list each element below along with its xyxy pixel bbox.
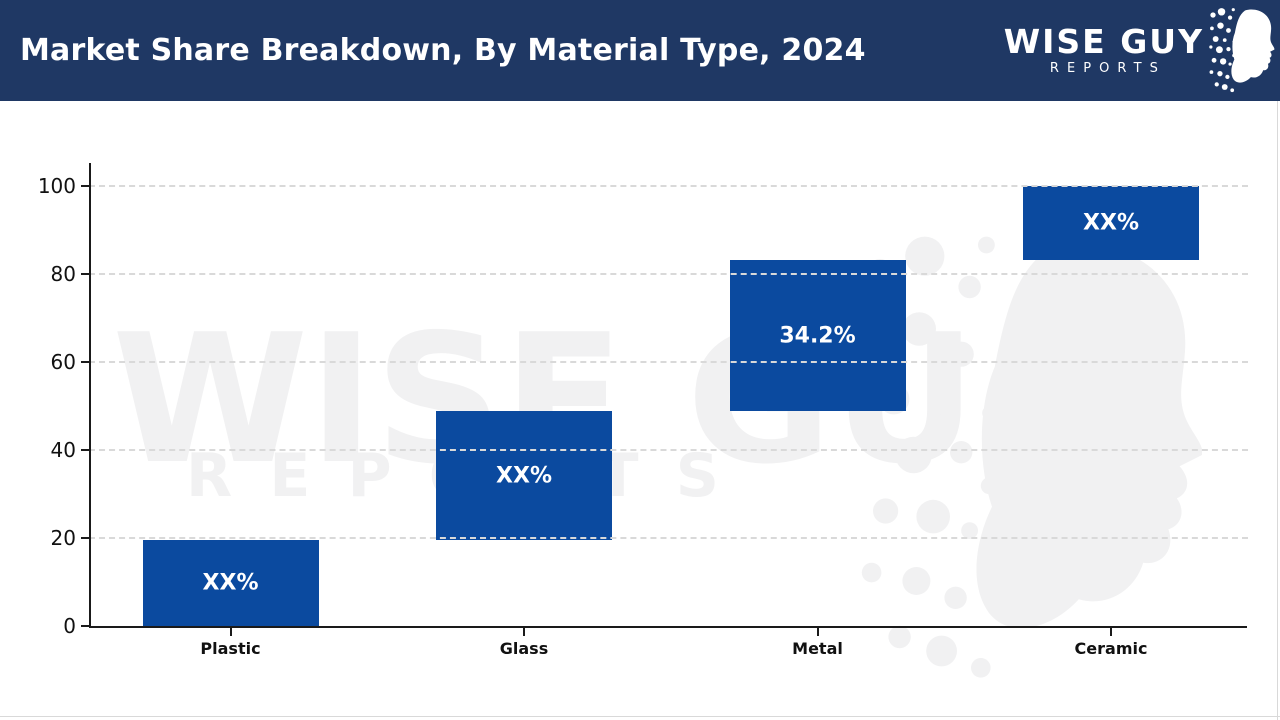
brand-logo-text: WISE GUY REPORTS bbox=[1004, 25, 1204, 76]
y-axis-tick-100 bbox=[81, 185, 89, 187]
bar-value-label-metal: 34.2% bbox=[779, 323, 856, 349]
bar-value-label-plastic: XX% bbox=[202, 570, 259, 596]
bar-metal bbox=[729, 260, 906, 411]
x-axis-category-label-metal: Metal bbox=[792, 639, 843, 658]
y-axis-tick-20 bbox=[81, 537, 89, 539]
bar-glass bbox=[436, 410, 612, 541]
x-axis-category-label-plastic: Plastic bbox=[200, 639, 261, 658]
bar-ceramic bbox=[1023, 186, 1199, 261]
chart-area: WISE GU REPORTS 020406080100XX%PlasticXX… bbox=[0, 101, 1280, 720]
y-axis-tick-80 bbox=[81, 273, 89, 275]
y-axis-tick-0 bbox=[81, 625, 89, 627]
brand-logo: WISE GUY REPORTS bbox=[1004, 7, 1280, 95]
x-axis-tick-ceramic bbox=[1110, 628, 1112, 636]
right-border bbox=[1277, 101, 1278, 720]
bar-value-label-glass: XX% bbox=[496, 463, 552, 489]
y-axis-tick-label-20: 20 bbox=[50, 526, 76, 550]
gridline-60 bbox=[89, 361, 1248, 363]
header-bar: Market Share Breakdown, By Material Type… bbox=[0, 0, 1280, 101]
brand-subtitle: REPORTS bbox=[1049, 60, 1166, 76]
x-axis-line bbox=[89, 626, 1247, 628]
gridline-20 bbox=[89, 537, 1248, 539]
y-axis-tick-40 bbox=[81, 449, 89, 451]
x-axis-category-label-glass: Glass bbox=[499, 639, 549, 658]
page-title: Market Share Breakdown, By Material Type… bbox=[20, 33, 866, 68]
y-axis-tick-label-60: 60 bbox=[50, 350, 76, 374]
x-axis-tick-metal bbox=[816, 628, 819, 636]
gridline-80 bbox=[89, 273, 1248, 275]
x-axis-tick-plastic bbox=[229, 628, 232, 636]
brand-name: WISE GUY bbox=[1003, 22, 1204, 62]
x-axis-tick-glass bbox=[523, 628, 525, 636]
bottom-border bbox=[0, 716, 1280, 717]
y-axis-tick-label-0: 0 bbox=[63, 614, 76, 638]
gridline-40 bbox=[89, 449, 1248, 451]
dotted-face-logo-icon bbox=[1209, 7, 1275, 92]
y-axis-tick-60 bbox=[81, 361, 89, 363]
y-axis-tick-label-80: 80 bbox=[50, 262, 76, 286]
bar-value-label-ceramic: XX% bbox=[1083, 210, 1139, 236]
y-axis-line bbox=[89, 163, 91, 628]
x-axis-category-label-ceramic: Ceramic bbox=[1074, 639, 1148, 658]
y-axis-tick-label-40: 40 bbox=[50, 438, 76, 462]
gridline-100 bbox=[89, 185, 1248, 187]
y-axis-tick-label-100: 100 bbox=[37, 174, 76, 198]
bar-plastic bbox=[142, 540, 319, 626]
